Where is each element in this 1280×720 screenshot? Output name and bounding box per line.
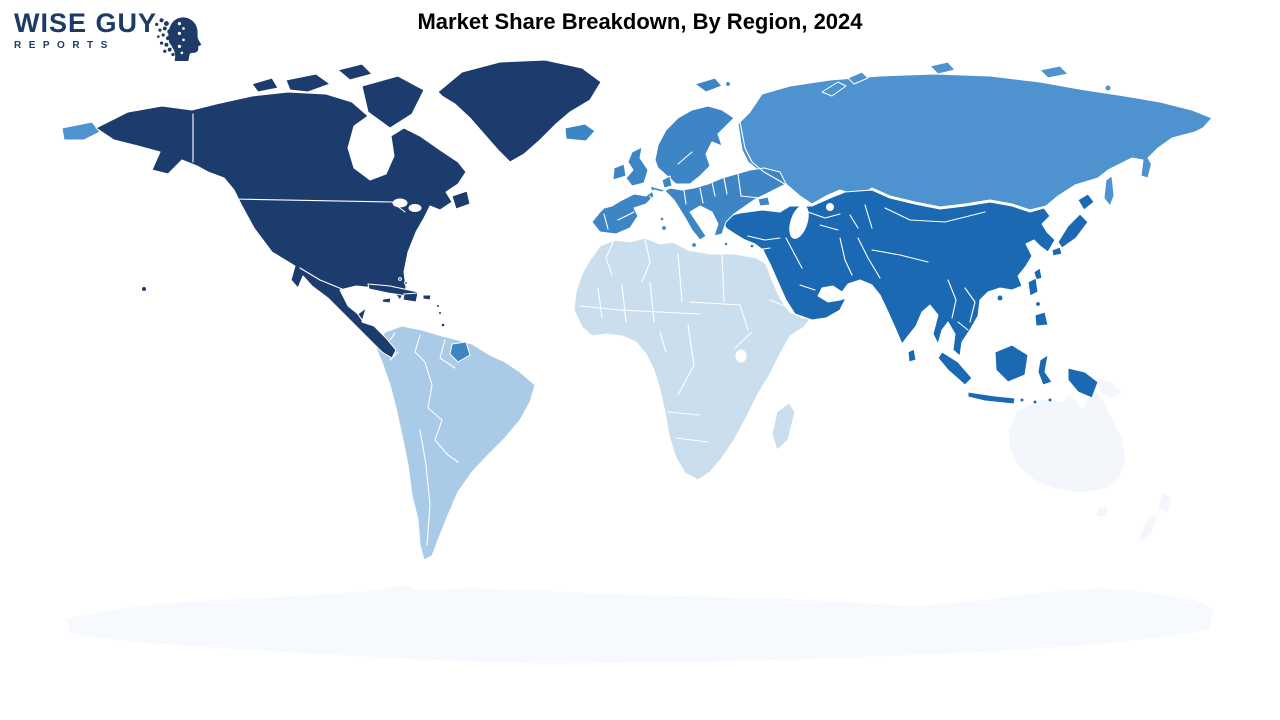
japan-hokkaido — [1077, 193, 1095, 211]
novaya-zemlya-north — [847, 71, 869, 85]
borders-africa — [579, 239, 753, 443]
ireland — [612, 163, 627, 181]
country-borders — [192, 113, 986, 546]
svalbard — [694, 77, 723, 93]
lesser-sunda-2 — [1032, 399, 1038, 405]
papua-new-guinea — [1097, 377, 1123, 399]
hawaii — [141, 286, 147, 292]
borders-north-america — [192, 113, 406, 341]
severnaya-zemlya — [929, 61, 956, 75]
papua-west — [1067, 367, 1099, 399]
hispaniola — [402, 292, 419, 303]
chukotka-west-edge — [61, 121, 101, 141]
dotted-head-icon — [155, 17, 202, 61]
tasmania — [1095, 505, 1109, 519]
philippines-mindanao — [1034, 311, 1049, 327]
denmark — [661, 175, 673, 189]
africa-mainland — [573, 237, 816, 481]
bahamas-2 — [404, 281, 408, 285]
japan-kyushu — [1051, 246, 1063, 257]
hainan — [996, 294, 1004, 302]
crete — [723, 241, 729, 247]
iceland — [564, 123, 596, 142]
french-guiana — [449, 341, 471, 363]
region-antarctica — [65, 583, 1215, 665]
arctic-island-small — [251, 77, 279, 93]
logo-text: WISE GUY REPORTS — [14, 8, 158, 52]
sicily — [691, 242, 697, 248]
borders-europe — [603, 149, 776, 230]
borders-south-america — [389, 334, 459, 546]
lesser-antilles-1 — [436, 304, 440, 308]
japan-honshu — [1057, 213, 1089, 249]
australia — [1007, 389, 1127, 493]
logo-wordmark: WISE GUY — [14, 8, 158, 38]
taiwan — [1033, 267, 1043, 281]
new-zealand-north — [1157, 491, 1173, 515]
victoria-island — [285, 73, 331, 93]
region-russia — [61, 61, 1213, 211]
region-africa — [573, 237, 816, 481]
region-oceania — [1007, 377, 1173, 545]
baffin-island — [361, 75, 425, 129]
scandinavia — [654, 105, 735, 185]
java — [967, 391, 1016, 405]
lesser-antilles-2 — [438, 311, 442, 315]
wrangel-island — [1104, 84, 1112, 92]
newfoundland — [451, 190, 471, 210]
region-europe — [564, 77, 787, 248]
north-america-mainland — [95, 91, 467, 359]
philippines-luzon — [1027, 277, 1039, 297]
sri-lanka — [907, 348, 917, 363]
sulawesi — [1037, 354, 1053, 386]
crimea — [757, 196, 771, 207]
jamaica — [381, 297, 392, 304]
united-kingdom — [625, 146, 649, 187]
new-zealand-south — [1137, 513, 1159, 545]
great-lake-west — [392, 198, 408, 208]
cyprus — [749, 243, 755, 249]
greenland — [437, 59, 602, 163]
lesser-sunda-3 — [1047, 397, 1053, 403]
lesser-antilles-3 — [440, 322, 446, 328]
lesser-sunda-1 — [1019, 397, 1025, 403]
lake-victoria — [735, 349, 747, 363]
chart-title: Market Share Breakdown, By Region, 2024 — [417, 9, 863, 34]
russia-mainland — [737, 73, 1213, 211]
wise-guy-reports-logo: WISE GUY REPORTS — [14, 10, 203, 68]
caspian-sea — [789, 205, 809, 239]
puerto-rico — [422, 294, 432, 301]
border-europe-russia — [739, 121, 789, 187]
bahamas-1 — [398, 277, 402, 281]
south-america-mainland — [375, 325, 536, 561]
sumatra — [937, 351, 973, 386]
logo-subtitle: REPORTS — [14, 40, 115, 51]
borneo — [994, 344, 1029, 383]
sakhalin — [1103, 175, 1115, 207]
philippines-visayas — [1035, 301, 1041, 307]
new-siberian-islands — [1039, 65, 1069, 79]
novaya-zemlya — [821, 81, 847, 97]
svalbard-east — [725, 81, 731, 87]
borders-asia — [747, 204, 986, 331]
madagascar — [771, 402, 796, 451]
ellesmere-island — [337, 63, 373, 81]
sardinia — [661, 225, 667, 231]
antarctica — [65, 583, 1215, 665]
aral-sea — [826, 203, 834, 211]
region-south-america — [375, 325, 536, 561]
great-lake-east — [408, 204, 422, 212]
region-north-america — [95, 59, 602, 359]
corsica — [659, 216, 665, 222]
